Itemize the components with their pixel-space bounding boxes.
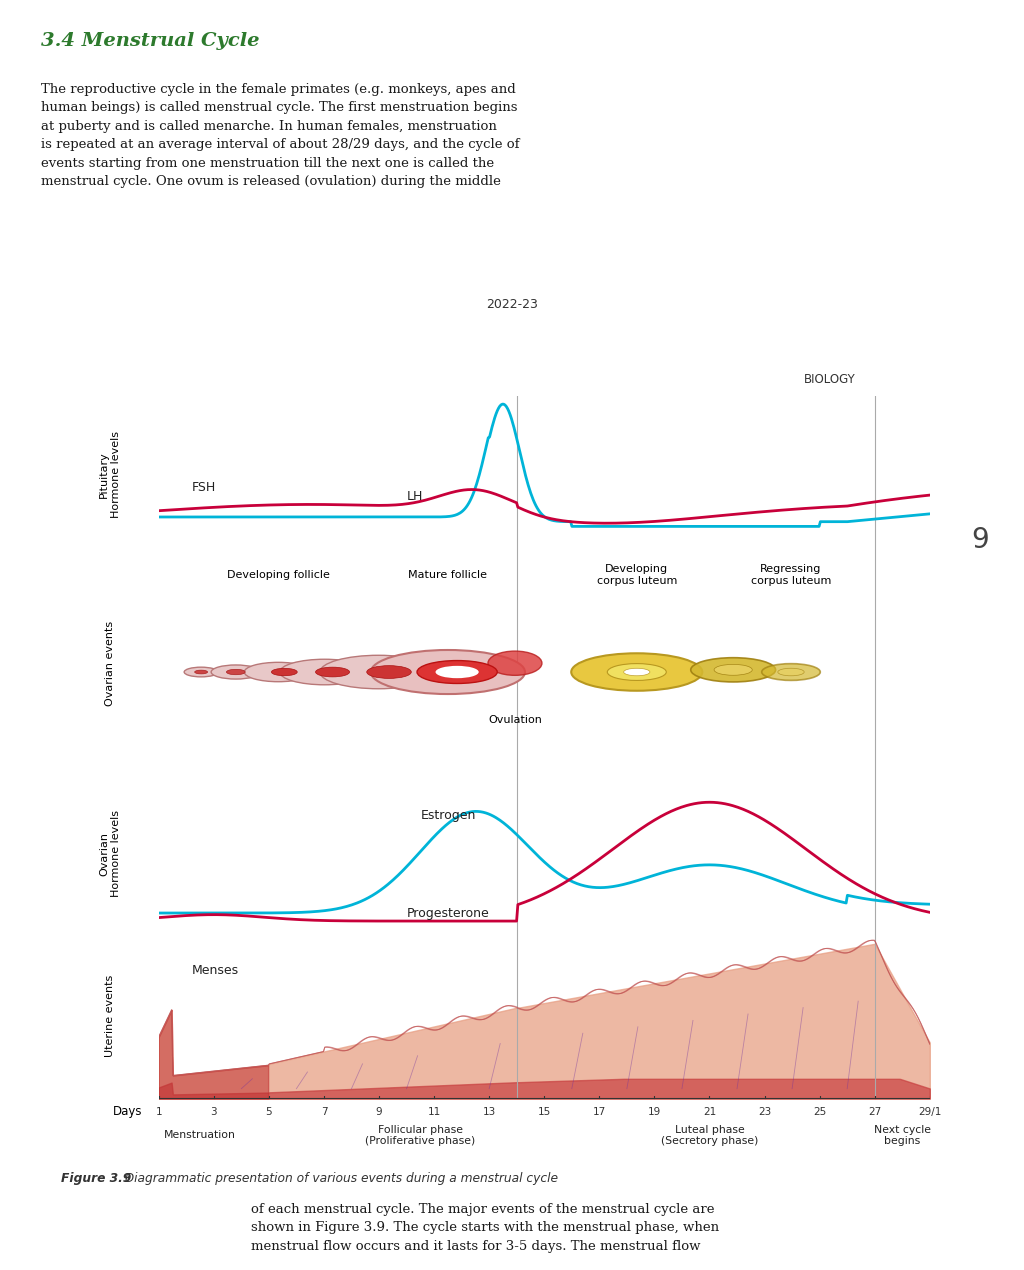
Circle shape (245, 663, 312, 682)
Circle shape (691, 658, 775, 682)
Circle shape (624, 668, 650, 676)
Text: Ovarian events: Ovarian events (104, 621, 115, 706)
Text: 5: 5 (265, 1107, 272, 1116)
Ellipse shape (488, 652, 542, 676)
Text: 49: 49 (889, 28, 931, 57)
Circle shape (367, 665, 412, 678)
Text: Ovulation: Ovulation (488, 715, 542, 725)
Text: Pituitary
Hormone levels: Pituitary Hormone levels (99, 431, 121, 518)
Text: Estrogen: Estrogen (420, 809, 476, 822)
Text: 17: 17 (593, 1107, 606, 1116)
Circle shape (315, 667, 349, 677)
Text: LH: LH (407, 490, 423, 503)
Text: 15: 15 (538, 1107, 551, 1116)
Text: of each menstrual cycle. The major events of the menstrual cycle are
shown in Fi: of each menstrual cycle. The major event… (251, 1203, 719, 1252)
Circle shape (211, 665, 260, 679)
Circle shape (195, 671, 208, 674)
Text: Diagrammatic presentation of various events during a menstrual cycle: Diagrammatic presentation of various eve… (117, 1172, 558, 1185)
Text: 7: 7 (321, 1107, 328, 1116)
Circle shape (778, 668, 804, 676)
Text: Luteal phase
(Secretory phase): Luteal phase (Secretory phase) (660, 1124, 758, 1147)
Text: Developing follicle: Developing follicle (226, 570, 330, 580)
Text: Developing
corpus luteum: Developing corpus luteum (597, 564, 677, 587)
Text: 29/1: 29/1 (919, 1107, 941, 1116)
Circle shape (371, 650, 525, 693)
Text: Uterine events: Uterine events (104, 975, 115, 1058)
Circle shape (184, 667, 218, 677)
Text: BIOLOGY: BIOLOGY (804, 373, 855, 386)
Text: 1: 1 (156, 1107, 162, 1116)
Text: Regressing
corpus luteum: Regressing corpus luteum (751, 564, 831, 587)
Text: Menses: Menses (191, 964, 239, 977)
Circle shape (280, 659, 370, 685)
Circle shape (714, 664, 753, 676)
Circle shape (435, 665, 478, 678)
Circle shape (607, 664, 667, 681)
Circle shape (226, 669, 245, 674)
Text: The reproductive cycle in the female primates (e.g. monkeys, apes and
human bein: The reproductive cycle in the female pri… (41, 83, 519, 188)
Text: 27: 27 (868, 1107, 882, 1116)
Circle shape (319, 655, 437, 688)
Text: 23: 23 (758, 1107, 771, 1116)
Circle shape (762, 664, 820, 681)
Text: 19: 19 (648, 1107, 662, 1116)
Text: 2022-23: 2022-23 (486, 297, 538, 311)
Circle shape (571, 653, 702, 691)
Text: Next cycle
begins: Next cycle begins (873, 1124, 931, 1147)
Circle shape (271, 668, 297, 676)
Text: Progesterone: Progesterone (407, 907, 489, 919)
Text: 21: 21 (702, 1107, 716, 1116)
Text: Follicular phase
(Proliferative phase): Follicular phase (Proliferative phase) (366, 1124, 475, 1147)
Text: Ovarian
Hormone levels: Ovarian Hormone levels (99, 810, 121, 897)
Text: 25: 25 (813, 1107, 826, 1116)
Text: 9: 9 (376, 1107, 382, 1116)
Text: Mature follicle: Mature follicle (409, 570, 487, 580)
Text: 11: 11 (427, 1107, 440, 1116)
Text: 3.4 Menstrual Cycle: 3.4 Menstrual Cycle (41, 32, 259, 50)
Text: Menstruation: Menstruation (164, 1130, 236, 1140)
Text: Days: Days (113, 1105, 142, 1118)
Text: 9: 9 (972, 526, 989, 554)
Circle shape (417, 660, 498, 683)
Text: FSH: FSH (191, 481, 216, 494)
Text: 3: 3 (211, 1107, 217, 1116)
Text: Figure 3.9: Figure 3.9 (60, 1172, 131, 1185)
Text: 13: 13 (482, 1107, 496, 1116)
